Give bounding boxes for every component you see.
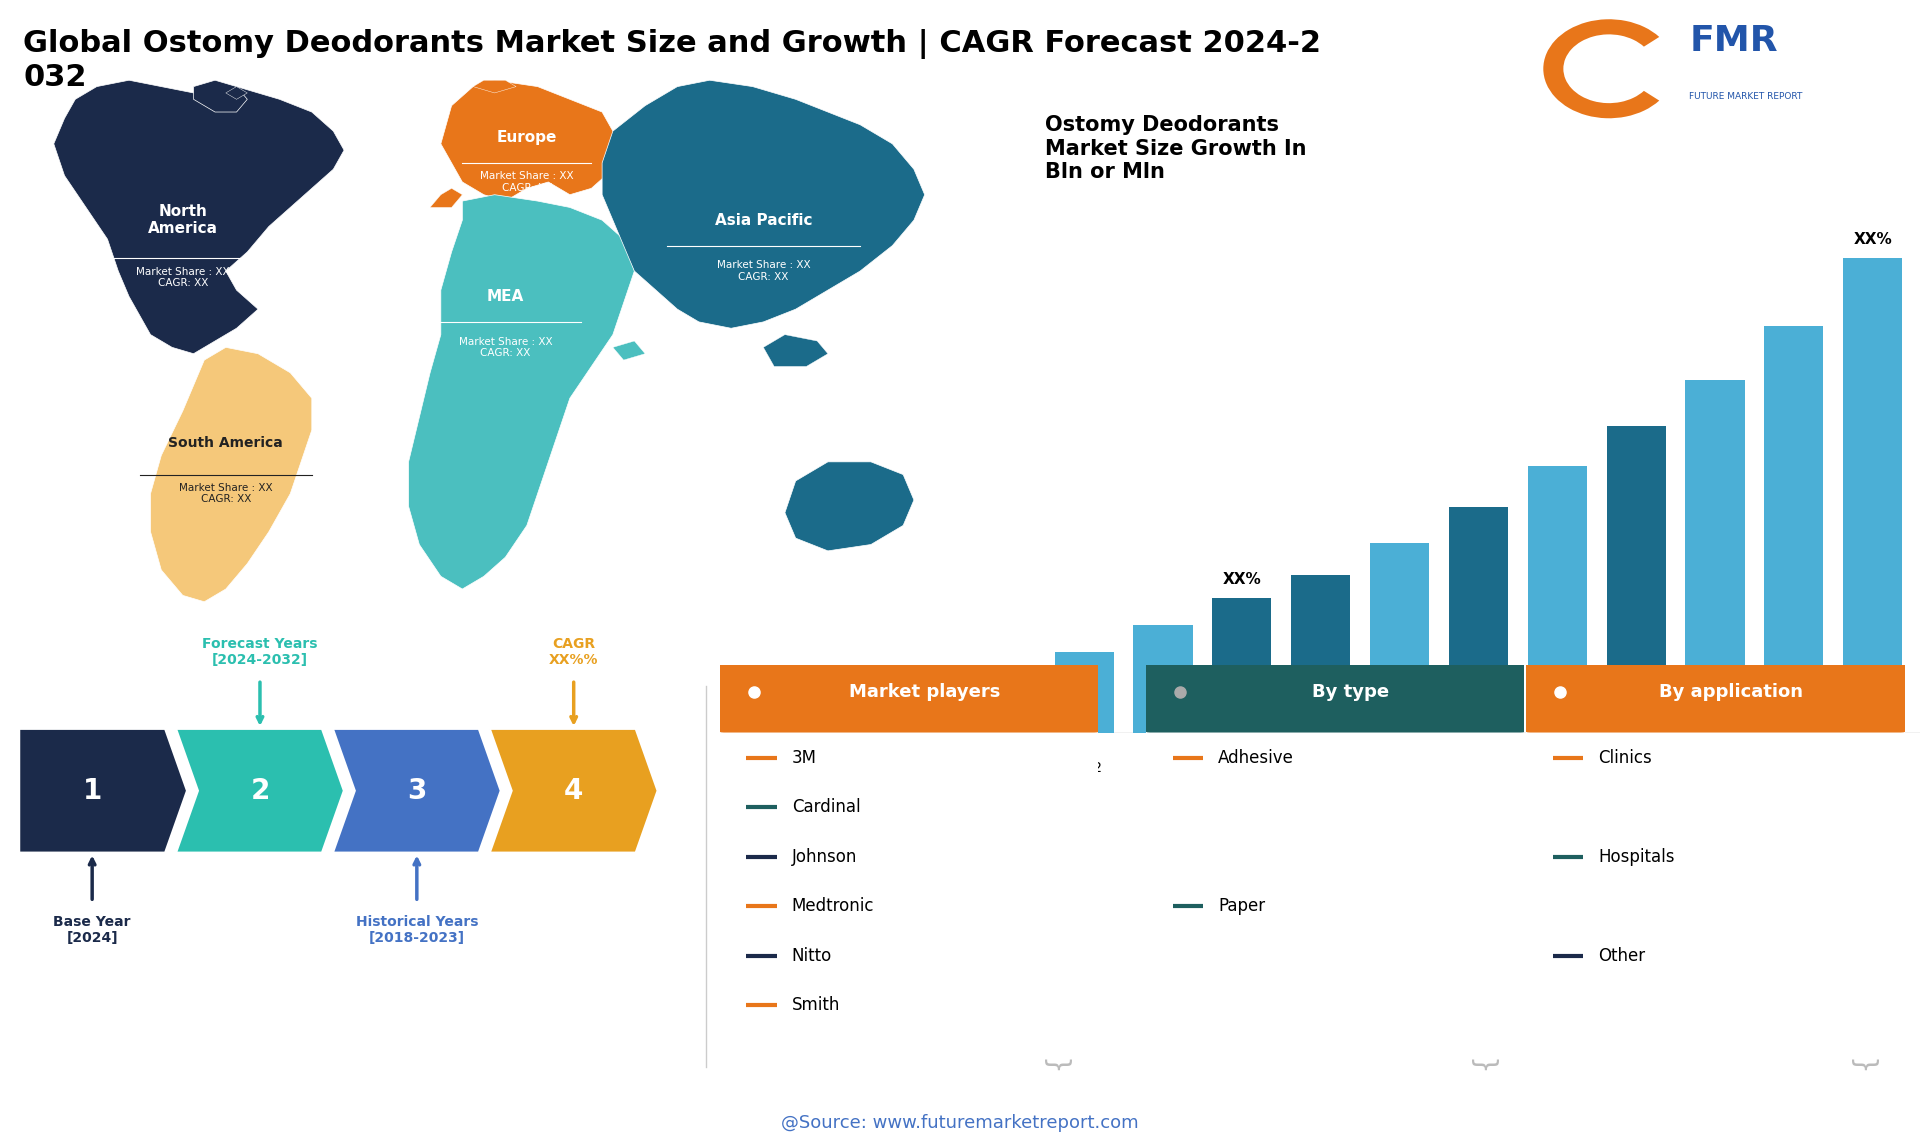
Text: 2023: 2023 (1146, 761, 1181, 775)
FancyBboxPatch shape (1523, 660, 1908, 1093)
Text: Market players: Market players (849, 683, 1000, 701)
Polygon shape (227, 87, 248, 100)
Bar (1843, 258, 1903, 733)
Text: Hospitals: Hospitals (1597, 848, 1674, 866)
Text: 2025: 2025 (1304, 761, 1338, 775)
Text: }: } (1467, 1058, 1494, 1076)
FancyBboxPatch shape (1519, 652, 1912, 732)
Text: XX%: XX% (1223, 572, 1261, 587)
Text: Nitto: Nitto (791, 947, 831, 965)
Text: Smith: Smith (791, 996, 841, 1014)
Polygon shape (472, 80, 516, 93)
Bar (1607, 425, 1667, 733)
Text: South America: South America (169, 435, 282, 449)
Bar (1212, 597, 1271, 733)
Text: MEA: MEA (486, 289, 524, 304)
Polygon shape (442, 80, 624, 201)
Text: Other: Other (1597, 947, 1645, 965)
Text: 2028: 2028 (1540, 761, 1574, 775)
Polygon shape (764, 335, 828, 367)
Text: FUTURE MARKET REPORT: FUTURE MARKET REPORT (1690, 92, 1803, 101)
Text: 3M: 3M (791, 749, 816, 767)
Text: @Source: www.futuremarketreport.com: @Source: www.futuremarketreport.com (781, 1114, 1139, 1132)
Polygon shape (409, 195, 634, 589)
Polygon shape (612, 342, 645, 360)
Text: Base Year
[2024]: Base Year [2024] (54, 915, 131, 944)
Polygon shape (150, 347, 311, 602)
Text: 2027: 2027 (1461, 761, 1496, 775)
Bar (1054, 652, 1114, 733)
Text: Medtronic: Medtronic (791, 897, 874, 916)
Text: Market Share : XX
CAGR: XX: Market Share : XX CAGR: XX (136, 267, 230, 288)
FancyBboxPatch shape (1139, 652, 1532, 732)
Text: Forecast Years
[2024-2032]: Forecast Years [2024-2032] (202, 637, 317, 667)
Polygon shape (603, 80, 925, 328)
Text: Global Ostomy Deodorants Market Size and Growth | CAGR Forecast 2024-2
032: Global Ostomy Deodorants Market Size and… (23, 29, 1321, 92)
Text: Paper: Paper (1217, 897, 1265, 916)
Bar (1450, 507, 1507, 733)
Bar (1371, 543, 1428, 733)
Text: 2022: 2022 (1068, 761, 1102, 775)
Bar (1133, 625, 1192, 733)
Polygon shape (490, 729, 659, 853)
FancyBboxPatch shape (712, 652, 1106, 732)
Polygon shape (332, 729, 501, 853)
FancyBboxPatch shape (1142, 660, 1528, 1093)
Polygon shape (430, 188, 463, 207)
Text: 2026: 2026 (1382, 761, 1417, 775)
Text: Historical Years
[2018-2023]: Historical Years [2018-2023] (355, 915, 478, 944)
Text: Market Share : XX
CAGR: XX: Market Share : XX CAGR: XX (480, 171, 574, 193)
Text: Asia Pacific: Asia Pacific (714, 213, 812, 228)
Text: 2024: 2024 (1225, 761, 1260, 775)
Polygon shape (177, 729, 344, 853)
Polygon shape (54, 80, 344, 354)
Text: By application: By application (1659, 683, 1803, 701)
Text: North
America: North America (148, 204, 217, 236)
Text: }: } (1041, 1058, 1068, 1076)
Text: Market Share : XX
CAGR: XX: Market Share : XX CAGR: XX (459, 337, 553, 359)
FancyBboxPatch shape (716, 660, 1102, 1093)
Text: Cardinal: Cardinal (791, 799, 860, 816)
Text: 2: 2 (250, 777, 269, 804)
Text: }: } (1847, 1058, 1874, 1076)
Text: FMR: FMR (1690, 24, 1778, 58)
Text: 1: 1 (83, 777, 102, 804)
Text: 2032: 2032 (1855, 761, 1889, 775)
Bar (1764, 325, 1824, 733)
Wedge shape (1544, 19, 1659, 118)
Text: Market Share : XX
CAGR: XX: Market Share : XX CAGR: XX (179, 482, 273, 504)
Text: 2031: 2031 (1776, 761, 1811, 775)
Text: CAGR
XX%%: CAGR XX%% (549, 637, 599, 667)
Bar (1528, 466, 1586, 733)
Text: Ostomy Deodorants
Market Size Growth In
Bln or Mln: Ostomy Deodorants Market Size Growth In … (1044, 116, 1306, 182)
Text: Market Share : XX
CAGR: XX: Market Share : XX CAGR: XX (716, 260, 810, 282)
Text: Clinics: Clinics (1597, 749, 1651, 767)
Bar (1686, 380, 1745, 733)
Text: Europe: Europe (497, 129, 557, 144)
Text: 2030: 2030 (1697, 761, 1732, 775)
Text: 2029: 2029 (1619, 761, 1653, 775)
Polygon shape (785, 462, 914, 551)
Polygon shape (19, 729, 186, 853)
Polygon shape (194, 80, 248, 112)
Text: 4: 4 (564, 777, 584, 804)
Text: 3: 3 (407, 777, 426, 804)
Text: Johnson: Johnson (791, 848, 856, 866)
Bar (1290, 575, 1350, 733)
Text: Adhesive: Adhesive (1217, 749, 1294, 767)
Text: XX%: XX% (1853, 233, 1891, 248)
Text: By type: By type (1311, 683, 1388, 701)
